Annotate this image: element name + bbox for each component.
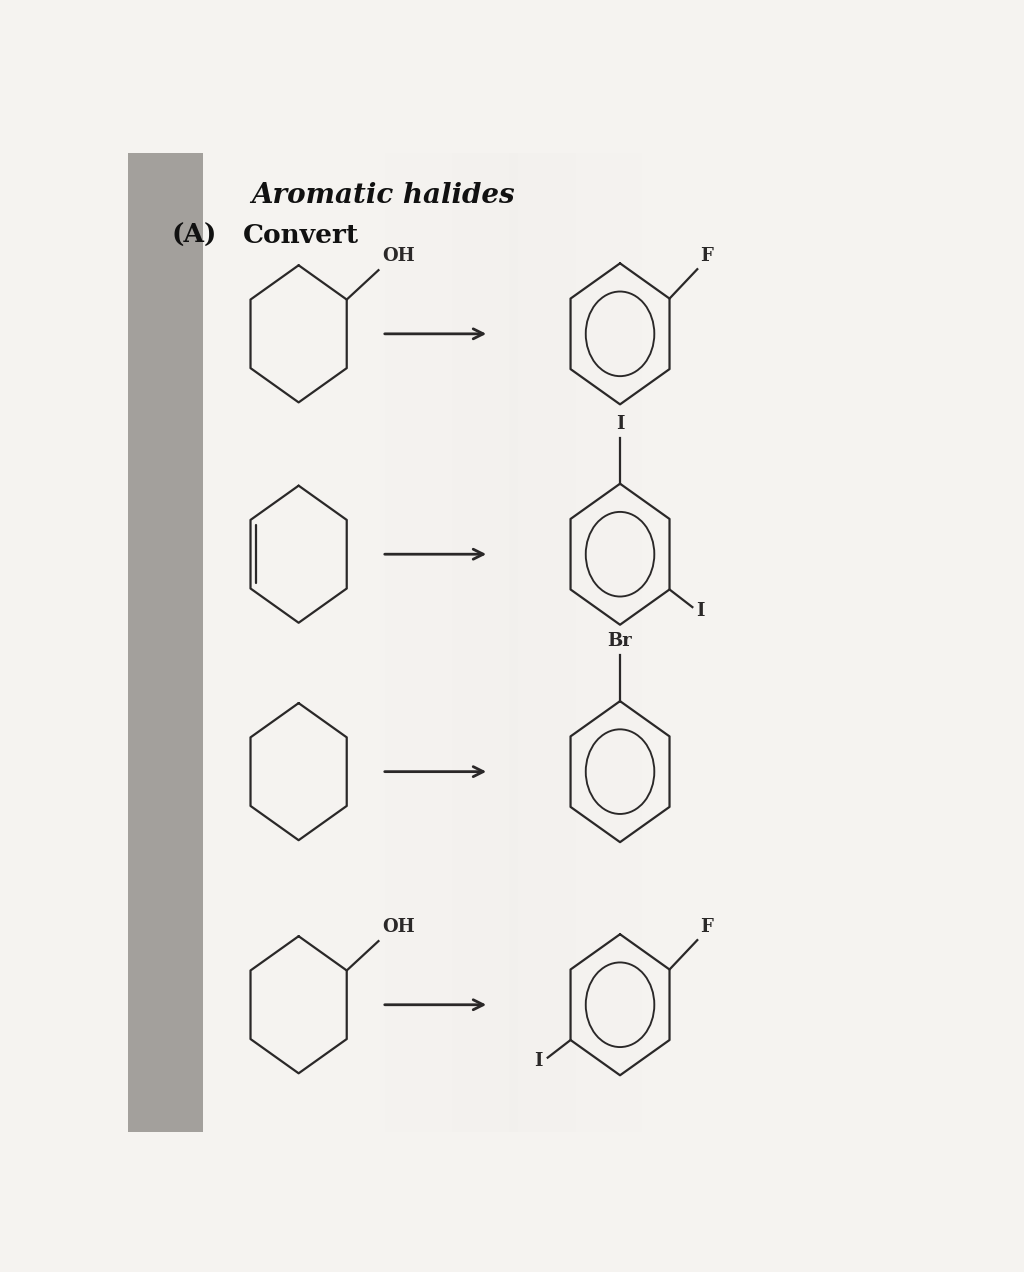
Bar [480, 153, 489, 1132]
Bar [461, 153, 471, 1132]
Bar [385, 153, 394, 1132]
Bar [575, 153, 585, 1132]
Bar [414, 153, 423, 1132]
Text: F: F [700, 918, 714, 936]
Bar [471, 153, 480, 1132]
Text: I: I [695, 602, 705, 619]
Bar [585, 153, 595, 1132]
Bar [404, 153, 414, 1132]
Bar [557, 153, 566, 1132]
Bar [528, 153, 538, 1132]
Bar [613, 153, 624, 1132]
Bar [547, 153, 557, 1132]
Text: I: I [615, 415, 625, 432]
Bar [604, 153, 613, 1132]
Bar [423, 153, 433, 1132]
Bar [642, 153, 651, 1132]
Bar [518, 153, 528, 1132]
Bar [500, 153, 509, 1132]
Bar [367, 153, 376, 1132]
Bar [452, 153, 461, 1132]
Text: OH: OH [382, 918, 415, 936]
Text: (A): (A) [172, 223, 217, 248]
Bar [566, 153, 575, 1132]
Text: Br: Br [607, 632, 633, 650]
Bar [624, 153, 633, 1132]
Text: F: F [700, 247, 714, 266]
Bar [376, 153, 385, 1132]
Text: OH: OH [382, 247, 415, 266]
Text: Convert: Convert [243, 223, 359, 248]
Bar [442, 153, 452, 1132]
Bar [595, 153, 604, 1132]
Bar [538, 153, 547, 1132]
Text: I: I [535, 1052, 543, 1070]
Bar [394, 153, 404, 1132]
Bar [633, 153, 642, 1132]
Text: Aromatic halides: Aromatic halides [251, 182, 515, 209]
Bar [489, 153, 500, 1132]
Bar [433, 153, 442, 1132]
Bar [509, 153, 518, 1132]
Bar [128, 153, 204, 1132]
